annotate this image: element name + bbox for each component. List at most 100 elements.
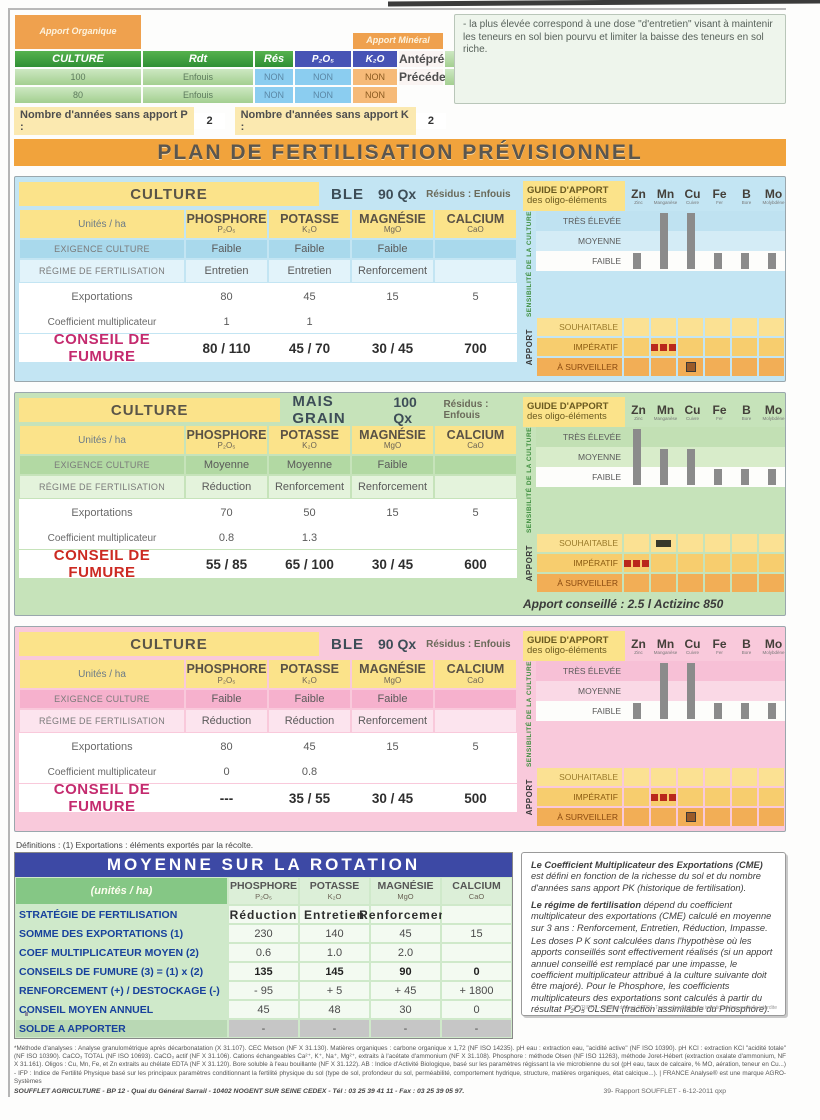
precedent-k: NON bbox=[295, 87, 351, 103]
exigence-row: EXIGENCE CULTURE Faible Faible Faible bbox=[19, 239, 517, 259]
apport-chart: APPORT SOUHAITABLE IMPÉRATIF À SURVEILLE… bbox=[523, 767, 787, 827]
years-k-value: 2 bbox=[415, 113, 446, 129]
methods-note: *Méthode d'analyses : Analyse granulomét… bbox=[14, 1045, 786, 1085]
culture-yield: 90 Qx bbox=[378, 636, 417, 653]
footer: *Méthode d'analyses : Analyse granulomét… bbox=[14, 1045, 786, 1097]
imperative-marker bbox=[669, 793, 676, 801]
report-reference: 39- Rapport SOUFFLET - 6-12-2011 qxp bbox=[603, 1087, 726, 1095]
k2o-col-header: K₂O bbox=[353, 51, 397, 67]
element-zn: Zn Zinc bbox=[631, 636, 646, 655]
culture-block-ble-2: CULTURE BLE 90 Qx Résidus : Enfouis Unit… bbox=[14, 626, 787, 833]
sensibility-bar bbox=[767, 253, 776, 269]
precedent-p: NON bbox=[255, 87, 293, 103]
col-calcium: CALCIUM bbox=[446, 211, 505, 226]
p2o5-col-header: P₂O₅ bbox=[295, 51, 351, 67]
cme-explanation-box: Le Coefficient Multiplicateur des Export… bbox=[521, 852, 786, 1017]
watch-marker bbox=[685, 362, 696, 373]
coefficient-row: Coefficient multiplicateur 0.8 1.3 bbox=[19, 527, 517, 550]
sensibility-bar bbox=[632, 253, 641, 269]
culture-block-ble-1: CULTURE BLE 90 Qx Résidus : Enfouis Unit… bbox=[14, 176, 787, 383]
res-col-header: Rés bbox=[255, 51, 293, 67]
rotation-average-table: MOYENNE SUR LA ROTATION (unités / ha) PH… bbox=[14, 852, 513, 1040]
imperative-marker bbox=[624, 559, 631, 567]
imperative-marker bbox=[651, 343, 658, 351]
culture-label: CULTURE bbox=[19, 398, 281, 423]
precedent-rdt: 80 bbox=[15, 87, 141, 103]
exigence-row: EXIGENCE CULTURE Moyenne Moyenne Faible bbox=[19, 455, 517, 475]
years-p-label: Nombre d'années sans apport P : bbox=[14, 107, 195, 135]
element-mn: Mn Manganèse bbox=[653, 636, 678, 655]
culture-name: MAIS GRAIN bbox=[292, 393, 346, 428]
col-phosphore: PHOSPHORE bbox=[186, 211, 267, 226]
sensibility-bar bbox=[659, 663, 668, 720]
element-mn: Mn Manganèse bbox=[653, 186, 678, 205]
apport-conseille-note: Apport conseillé : 2.5 l Actizinc 850 bbox=[523, 597, 724, 612]
organic-group-header: Apport Organique bbox=[15, 15, 141, 49]
culture-residues: Résidus : Enfouis bbox=[443, 399, 489, 422]
sensibility-bar bbox=[740, 253, 749, 269]
sensibility-bar bbox=[686, 213, 695, 269]
sensibility-chart: SENSIBILITÉ DE LA CULTURE TRÈS ÉLEVÉE MO… bbox=[523, 211, 787, 317]
anteprecedent-rdt: 100 bbox=[15, 69, 141, 85]
years-without-input-row: Nombre d'années sans apport P : 2 Nombre… bbox=[14, 107, 446, 135]
regime-row: RÉGIME DE FERTILISATION Entretien Entret… bbox=[19, 259, 517, 283]
element-fe: Fe Fer bbox=[712, 186, 727, 205]
previous-crops-section: Apport Minéral Apport Organique CULTURE … bbox=[14, 14, 786, 135]
element-zn: Zn Zinc bbox=[631, 186, 646, 205]
sensibility-chart: SENSIBILITÉ DE LA CULTURE TRÈS ÉLEVÉE MO… bbox=[523, 661, 787, 767]
oligo-guide: GUIDE D'APPORT des oligo-éléments Zn Zinc … bbox=[523, 631, 787, 827]
element-zn: Zn Zinc bbox=[631, 402, 646, 421]
culture-residues: Résidus : Enfouis bbox=[426, 638, 511, 650]
element-b: B Bore bbox=[741, 636, 752, 655]
anteprecedent-k: NON bbox=[295, 69, 351, 85]
sensibility-bar bbox=[659, 449, 668, 486]
oligo-guide: GUIDE D'APPORT des oligo-éléments Zn Zinc … bbox=[523, 181, 787, 377]
units-label: Unités / ha bbox=[78, 218, 126, 230]
element-mo: Mo Molybdène bbox=[762, 636, 785, 655]
element-b: B Bore bbox=[741, 186, 752, 205]
sensibility-bar bbox=[686, 663, 695, 720]
exportations-row: Exportations 80 45 15 5 bbox=[19, 283, 517, 311]
element-cu: Cu Cuivre bbox=[684, 186, 701, 205]
conseil-de-fumure-row: CONSEIL DE FUMURE --- 35 / 55 30 / 45 50… bbox=[19, 781, 517, 815]
culture-yield: 100 Qx bbox=[393, 394, 417, 427]
coefficient-row: Coefficient multiplicateur 0 0.8 bbox=[19, 761, 517, 784]
sensibility-bar bbox=[713, 253, 722, 269]
precedent-res: Enfouis bbox=[143, 87, 253, 103]
maintenance-note: - la plus élevée correspond à une dose "… bbox=[454, 14, 786, 104]
exportations-row: Exportations 80 45 15 5 bbox=[19, 733, 517, 762]
conseil-de-fumure-row: CONSEIL DE FUMURE 55 / 85 65 / 100 30 / … bbox=[19, 547, 517, 581]
sensibility-bar bbox=[686, 449, 695, 486]
col-potasse: POTASSE bbox=[280, 211, 339, 226]
culture-name: BLE bbox=[331, 635, 364, 653]
element-b: B Bore bbox=[741, 402, 752, 421]
culture-block-mais: CULTURE MAIS GRAIN 100 Qx Résidus : Enfo… bbox=[14, 392, 787, 617]
element-cu: Cu Cuivre bbox=[684, 636, 701, 655]
rdt-col-header: Rdt bbox=[143, 51, 253, 67]
element-cu: Cu Cuivre bbox=[684, 402, 701, 421]
culture-yield: 90 Qx bbox=[378, 186, 417, 202]
element-mn: Mn Manganèse bbox=[653, 402, 678, 421]
definitions-note: Définitions : (1) Exportations : élément… bbox=[16, 840, 254, 851]
scan-artifact-speck bbox=[25, 1012, 28, 1016]
sensibility-bar bbox=[713, 469, 722, 486]
culture-label: CULTURE bbox=[19, 182, 319, 206]
anteprecedent-p: NON bbox=[255, 69, 293, 85]
nutrient-table: CULTURE BLE 90 Qx Résidus : Enfouis Unit… bbox=[19, 181, 517, 377]
oligo-guide: GUIDE D'APPORT des oligo-éléments Zn Zinc … bbox=[523, 397, 787, 611]
apport-chart: APPORT SOUHAITABLE IMPÉRATIF À SURVEILLE… bbox=[523, 317, 787, 377]
rotation-units-label: (unités / ha) bbox=[16, 878, 227, 905]
nutrient-table: CULTURE BLE 90 Qx Résidus : Enfouis Unit… bbox=[19, 631, 517, 827]
sensibility-bar bbox=[659, 213, 668, 269]
exportations-row: Exportations 70 50 15 5 bbox=[19, 499, 517, 528]
coefficient-row: Coefficient multiplicateur 1 1 bbox=[19, 311, 517, 333]
sensibility-bar bbox=[632, 429, 641, 486]
desirable-marker bbox=[656, 539, 671, 547]
sensibility-bar bbox=[713, 703, 722, 720]
sensibility-bar bbox=[632, 703, 641, 720]
sensibility-bar bbox=[740, 469, 749, 486]
sensibility-bar bbox=[740, 703, 749, 720]
anteprecedent-label: Antéprécédent bbox=[399, 51, 484, 67]
exigence-row: EXIGENCE CULTURE Faible Faible Faible bbox=[19, 689, 517, 709]
